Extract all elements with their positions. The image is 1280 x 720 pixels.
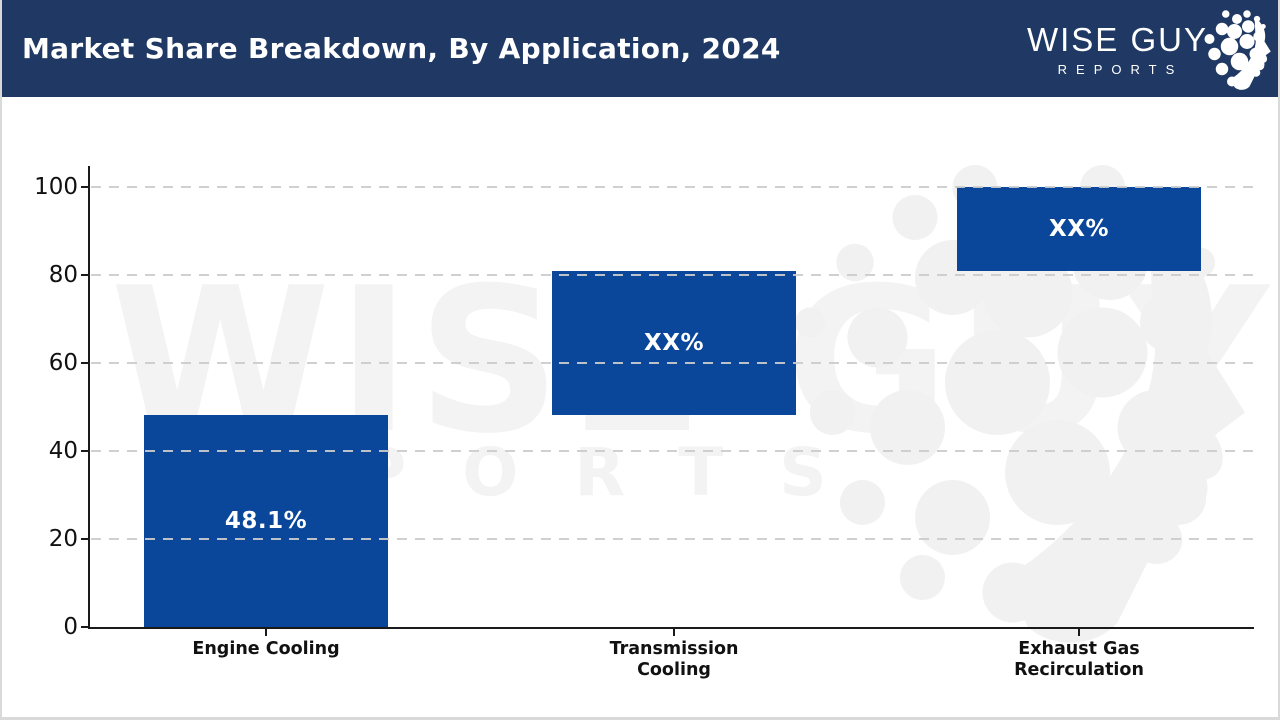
gridline-40	[91, 450, 1258, 452]
x-category-label: Engine Cooling	[192, 639, 340, 659]
y-tick-mark	[81, 186, 89, 188]
x-tick-mark	[265, 629, 267, 636]
page-title: Market Share Breakdown, By Application, …	[22, 32, 781, 65]
bar-2: XX%	[552, 271, 796, 416]
y-axis-line	[88, 166, 90, 629]
brand-logo-text: WISE GUY REPORTS	[1027, 21, 1208, 77]
y-tick-mark	[81, 450, 89, 452]
y-tick-mark	[81, 362, 89, 364]
x-axis-line	[88, 627, 1254, 629]
brand-logo: WISE GUY REPORTS	[1027, 5, 1272, 93]
gridline-20	[91, 538, 1258, 540]
bar-value-label: XX%	[1048, 216, 1109, 243]
gridline-100	[91, 186, 1258, 188]
gridline-80	[91, 274, 1258, 276]
gridline-60	[91, 362, 1258, 364]
bar-3: XX%	[957, 187, 1201, 272]
y-tick-label: 20	[48, 526, 78, 552]
brand-subtitle: REPORTS	[1057, 62, 1184, 77]
y-tick-label: 80	[48, 262, 78, 288]
brand-name: WISE GUY	[1026, 21, 1208, 58]
y-tick-label: 60	[48, 350, 78, 376]
x-tick-mark	[1078, 629, 1080, 636]
x-category-label: Exhaust Gas Recirculation	[1014, 639, 1144, 680]
x-category-label: Transmission Cooling	[609, 639, 739, 680]
y-tick-label: 100	[34, 174, 78, 200]
y-tick-mark	[81, 274, 89, 276]
y-tick-mark	[81, 538, 89, 540]
bar-1: 48.1%	[144, 415, 388, 627]
brand-head-icon	[1204, 10, 1271, 90]
y-tick-label: 40	[48, 438, 78, 464]
y-tick-label: 0	[63, 614, 78, 640]
bar-value-label: 48.1%	[224, 508, 308, 535]
y-tick-mark	[81, 626, 89, 628]
header-bar: Market Share Breakdown, By Application, …	[2, 0, 1278, 97]
bar-value-label: XX%	[643, 330, 704, 357]
x-tick-mark	[673, 629, 675, 636]
